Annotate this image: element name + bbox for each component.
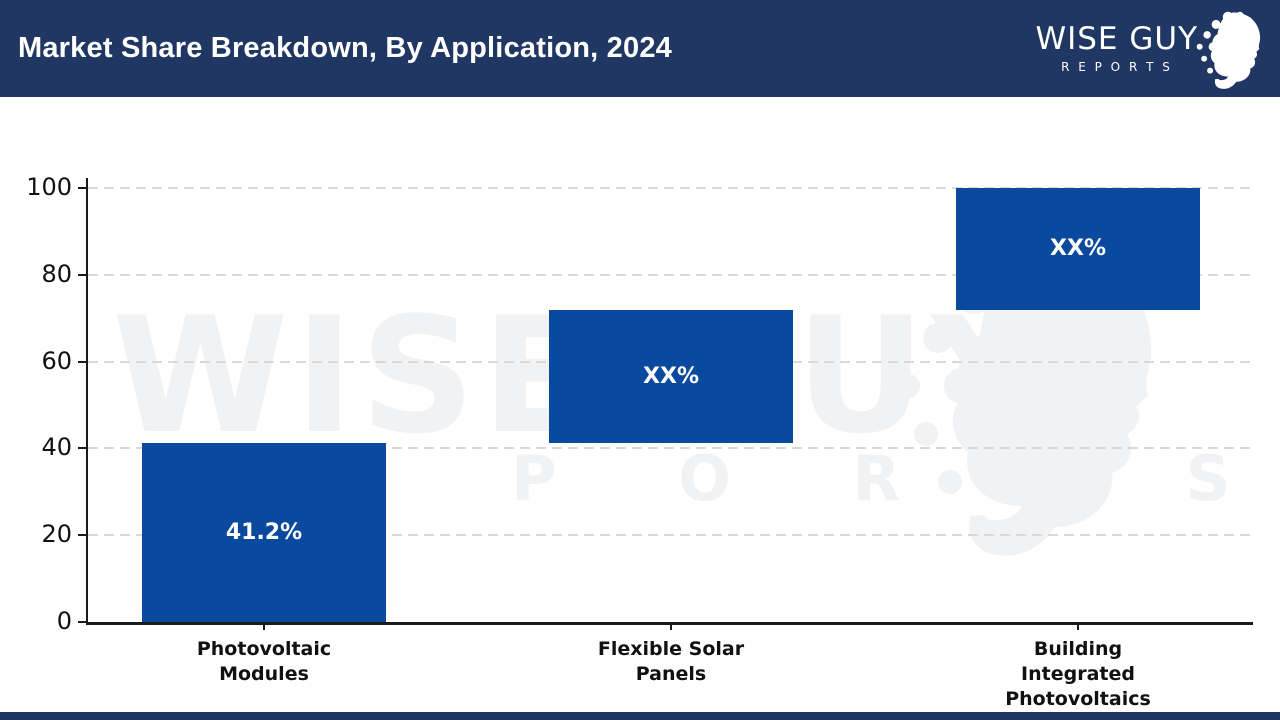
y-gridline bbox=[88, 187, 1253, 189]
y-tick bbox=[78, 360, 86, 363]
category-label: Building Integrated Photovoltaics bbox=[1005, 638, 1151, 711]
wiseguy-logo-text: WISE GUY R E P O R T S bbox=[1035, 21, 1198, 74]
y-tick-label: 80 bbox=[41, 259, 72, 288]
header-bar: Market Share Breakdown, By Application, … bbox=[0, 0, 1280, 97]
y-gridline bbox=[88, 273, 1253, 276]
market-share-bar: XX% bbox=[956, 188, 1200, 310]
y-tick-label: 0 bbox=[56, 607, 72, 635]
logo-subtitle: R E P O R T S bbox=[1061, 60, 1173, 74]
y-axis-line bbox=[86, 178, 88, 625]
bar-value-label: XX% bbox=[1050, 236, 1106, 262]
x-axis-line bbox=[86, 622, 1253, 625]
chart-canvas: WISE GUY R E P O R T S 0 20 40 60 80 100 41.2%… bbox=[0, 97, 1280, 712]
y-tick bbox=[78, 187, 86, 189]
y-gridline bbox=[88, 447, 1253, 450]
x-tick bbox=[1077, 622, 1079, 630]
y-tick-label: 100 bbox=[26, 173, 72, 201]
page-title: Market Share Breakdown, By Application, … bbox=[18, 32, 672, 64]
y-gridline bbox=[88, 534, 1253, 537]
y-tick bbox=[78, 447, 86, 450]
y-tick-label: 20 bbox=[41, 520, 72, 549]
category-label: Flexible Solar Panels bbox=[597, 638, 745, 686]
y-tick bbox=[78, 273, 86, 276]
market-share-bar: XX% bbox=[549, 309, 793, 444]
wiseguy-face-icon bbox=[1196, 11, 1261, 89]
category-label: Photovoltaic Modules bbox=[196, 638, 332, 686]
bar-value-label: XX% bbox=[643, 363, 699, 389]
logo-wordmark: WISE GUY bbox=[1035, 21, 1198, 57]
x-tick bbox=[670, 622, 672, 630]
y-tick-label: 40 bbox=[41, 433, 72, 462]
x-tick bbox=[263, 622, 265, 630]
y-tick bbox=[78, 621, 86, 623]
wiseguy-logo: WISE GUY R E P O R T S bbox=[1035, 8, 1266, 90]
bar-value-label: 41.2% bbox=[225, 520, 303, 546]
y-tick-label: 60 bbox=[41, 346, 72, 375]
footer-bar bbox=[0, 712, 1280, 720]
y-tick bbox=[78, 534, 86, 537]
market-share-bar: 41.2% bbox=[142, 443, 386, 622]
